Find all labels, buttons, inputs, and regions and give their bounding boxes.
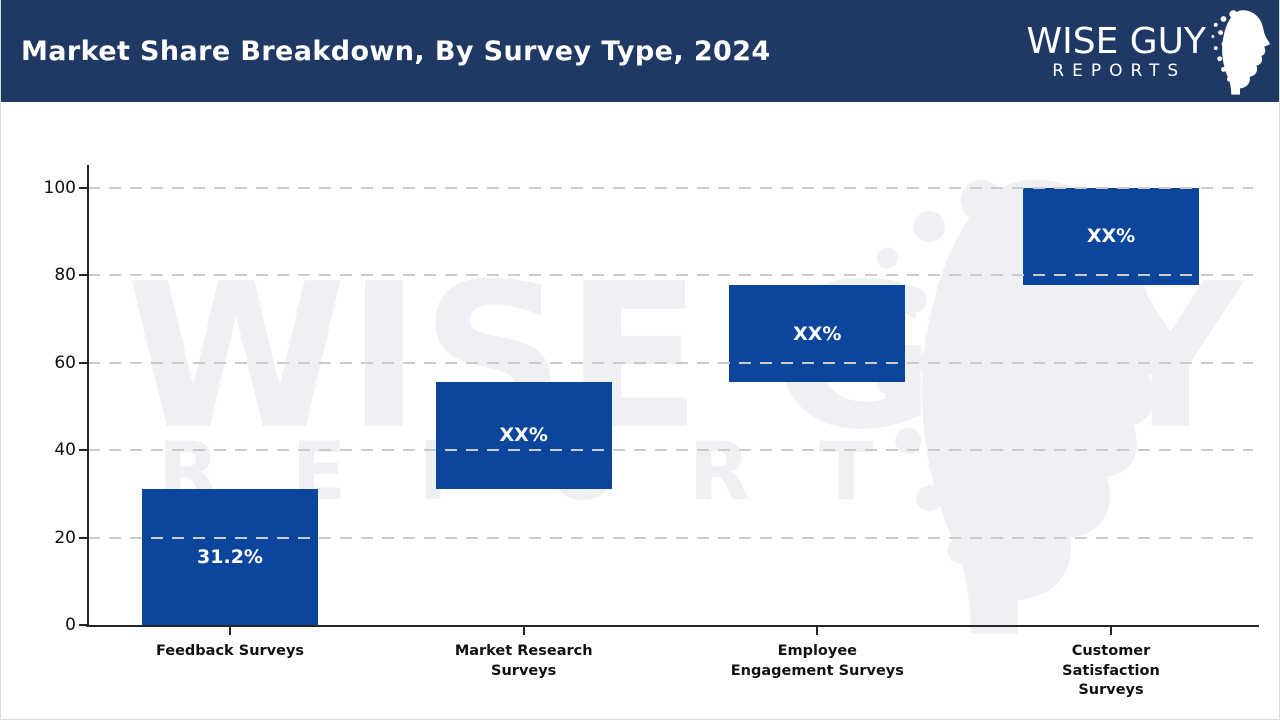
gridline [88,361,1253,364]
y-tick-label: 20 [54,527,76,548]
bar-segment: XX% [729,285,906,383]
gridline [88,449,1253,451]
x-tick-label: Employee Engagement Surveys [730,643,904,679]
y-tick-label: 40 [54,440,76,460]
bar-value-label: XX% [1086,225,1136,248]
y-tick-label: 100 [43,177,76,198]
bar-value-label: 31.2% [197,545,263,568]
y-tick-label: 60 [54,352,76,373]
brand-logo: WISE GUY REPORTS [1027,0,1273,102]
chart-region: WISE GUY REPORTS 31.2% Feedback Surveys XX… [0,102,1280,720]
dotted-head-icon [1211,10,1271,95]
y-tick-mark [79,274,87,276]
logo-name-label: WISE GUY [1026,20,1207,62]
bar-segment: XX% [1023,187,1199,286]
x-axis-line [86,625,1259,627]
bar-value-label: XX% [499,424,548,447]
y-tick-mark [79,361,87,364]
header-bar: Market Share Breakdown, By Survey Type, … [0,0,1280,102]
x-tick-mark [522,627,525,635]
x-tick-mark [1110,627,1112,635]
logo-wordmark: WISE GUY REPORTS [1026,20,1207,81]
y-tick-mark [79,186,87,189]
x-tick-mark [816,627,819,635]
y-tick-label: 0 [65,615,76,635]
y-tick-mark [79,624,87,626]
gridline [88,536,1253,539]
y-tick-mark [79,449,87,451]
x-tick-label: Market Research Surveys [454,643,593,679]
bar-segment: XX% [435,382,612,489]
y-tick-label: 80 [54,265,76,285]
bar-value-label: XX% [793,322,842,345]
x-tick-mark [229,627,231,635]
y-axis-line [87,165,89,627]
bar-segment: 31.2% [142,488,318,625]
x-tick-label: Customer Satisfaction Surveys [1062,643,1160,698]
y-tick-mark [79,536,87,539]
gridline [88,186,1253,189]
page-title: Market Share Breakdown, By Survey Type, … [21,36,771,67]
logo-reports-label: REPORTS [1052,60,1187,81]
gridline [88,274,1253,276]
x-tick-label: Feedback Surveys [155,643,305,659]
